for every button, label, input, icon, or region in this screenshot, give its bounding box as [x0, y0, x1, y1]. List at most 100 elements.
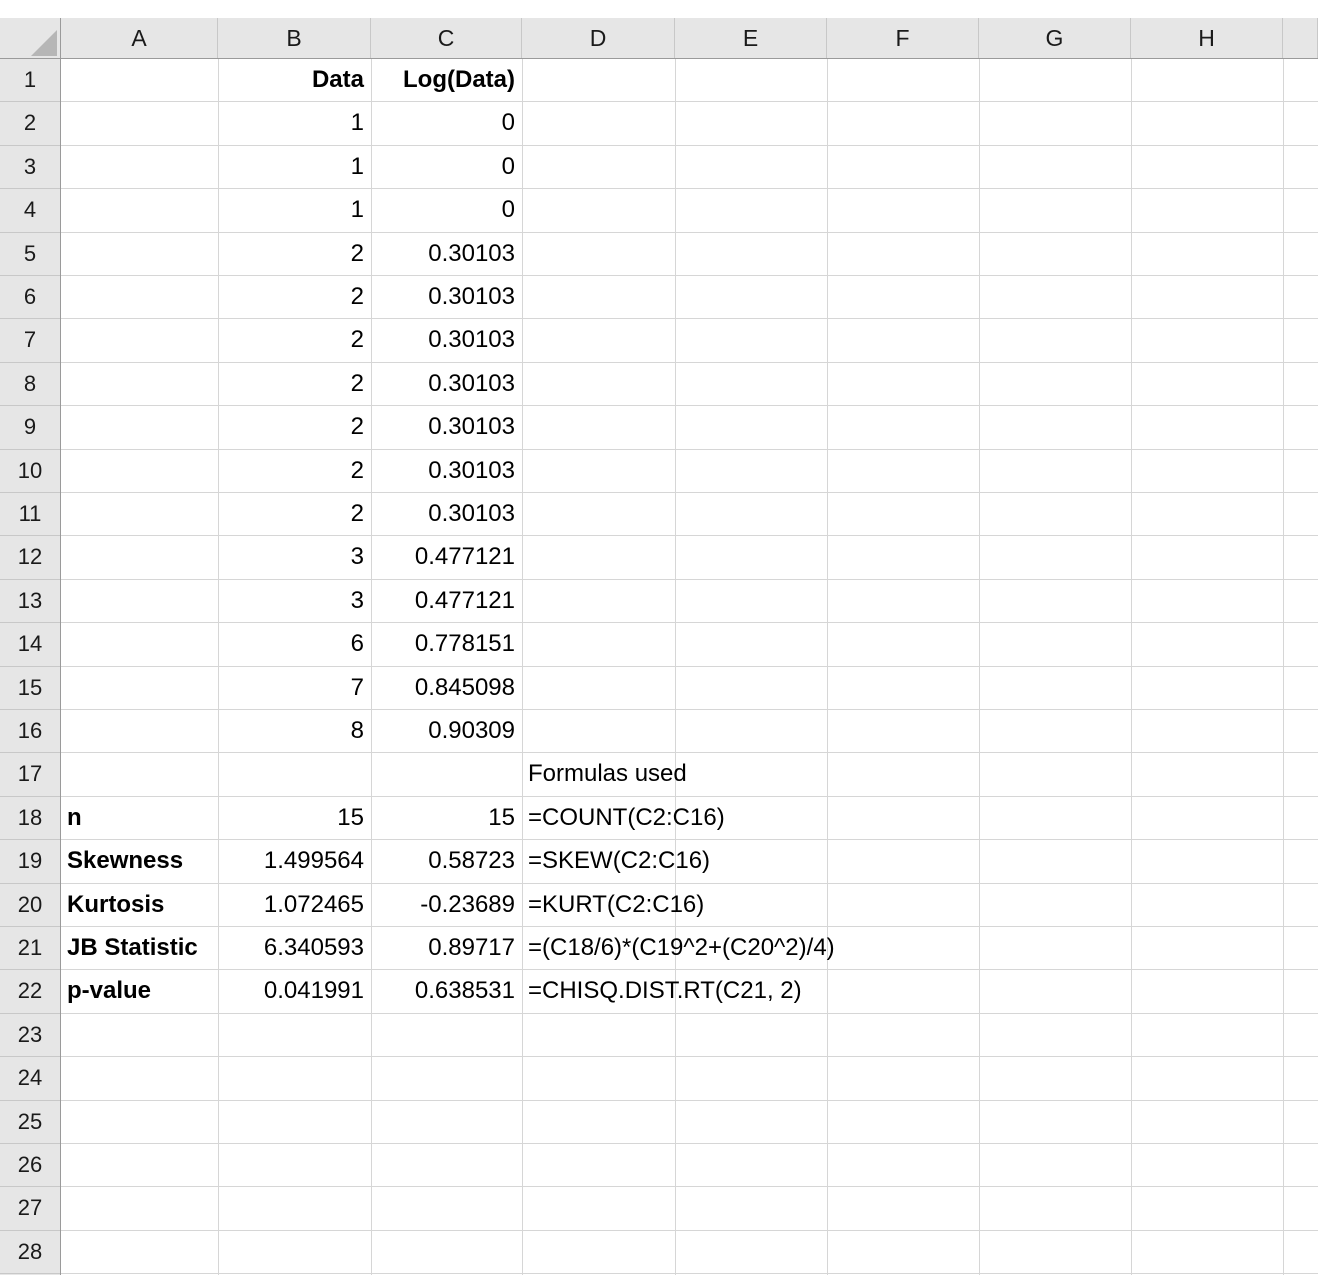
- cell-b11-data[interactable]: 2: [350, 500, 364, 527]
- cell-b5-data[interactable]: 2: [350, 239, 364, 267]
- cell-c10-log[interactable]: 0.30103: [428, 456, 515, 484]
- cell-a22-stat-label[interactable]: p-value: [67, 977, 152, 1005]
- column-header-f[interactable]: F: [827, 18, 979, 58]
- cell-b12-data[interactable]: 3: [350, 543, 364, 571]
- column-header-g[interactable]: G: [979, 18, 1131, 58]
- cell-c20-stat-value[interactable]: -0.23689: [420, 890, 515, 918]
- row-header-21[interactable]: 21: [0, 927, 60, 971]
- cell-a21-stat-label[interactable]: JB Statistic: [67, 934, 198, 961]
- cell-c15-log[interactable]: 0.845098: [414, 673, 515, 701]
- row-header-10[interactable]: 10: [0, 449, 60, 493]
- cell-b16-data[interactable]: 8: [350, 717, 364, 744]
- row-header-23[interactable]: 23: [0, 1013, 60, 1058]
- column-header-d[interactable]: D: [522, 18, 675, 58]
- cell-c19-stat-value[interactable]: 0.58723: [428, 847, 515, 875]
- row-header-28[interactable]: 28: [0, 1230, 60, 1275]
- row-header-6[interactable]: 6: [0, 276, 60, 320]
- cell-b18-stat-value[interactable]: 15: [337, 803, 364, 831]
- cell-b22-stat-value[interactable]: 0.041991: [263, 977, 364, 1005]
- select-all-corner[interactable]: [0, 18, 61, 59]
- row-header-11[interactable]: 11: [0, 493, 60, 537]
- cell-b9-data[interactable]: 2: [350, 413, 364, 441]
- cell-c3-log[interactable]: 0: [501, 152, 515, 180]
- cell-c8-log[interactable]: 0.30103: [428, 369, 515, 397]
- row-header-27[interactable]: 27: [0, 1187, 60, 1231]
- cell-b20-stat-value[interactable]: 1.072465: [263, 890, 364, 918]
- grid-horizontal-line: [61, 1186, 1318, 1188]
- row-header-22[interactable]: 22: [0, 970, 60, 1014]
- cell-c13-log[interactable]: 0.477121: [414, 586, 515, 614]
- cell-c7-log[interactable]: 0.30103: [428, 326, 515, 354]
- cell-b1-data-header[interactable]: Data: [311, 66, 364, 93]
- row-header-12[interactable]: 12: [0, 536, 60, 580]
- row-header-2[interactable]: 2: [0, 102, 60, 146]
- row-header-14[interactable]: 14: [0, 623, 60, 667]
- row-header-18[interactable]: 18: [0, 796, 60, 841]
- cell-c16-log[interactable]: 0.90309: [428, 717, 515, 744]
- row-header-1[interactable]: 1: [0, 59, 60, 103]
- cell-d19-formula[interactable]: =SKEW(C2:C16): [528, 847, 711, 875]
- column-header-partial[interactable]: [1283, 18, 1318, 58]
- row-header-20[interactable]: 20: [0, 883, 60, 927]
- cell-b2-data[interactable]: 1: [350, 109, 364, 137]
- grid-horizontal-line: [61, 318, 1318, 320]
- row-header-17[interactable]: 17: [0, 753, 60, 797]
- grid-horizontal-line: [61, 882, 1318, 884]
- cell-c5-log[interactable]: 0.30103: [428, 239, 515, 267]
- cell-b13-data[interactable]: 3: [350, 586, 364, 614]
- grid-horizontal-line: [61, 144, 1318, 146]
- row-header-13[interactable]: 13: [0, 579, 60, 624]
- cell-d17-formulas-used-header[interactable]: Formulas used: [528, 760, 687, 788]
- row-header-5[interactable]: 5: [0, 232, 60, 276]
- cell-b8-data[interactable]: 2: [350, 369, 364, 397]
- cell-c2-log[interactable]: 0: [501, 109, 515, 137]
- row-header-8[interactable]: 8: [0, 362, 60, 407]
- cell-a20-stat-label[interactable]: Kurtosis: [67, 890, 165, 918]
- cell-a19-stat-label[interactable]: Skewness: [67, 847, 184, 875]
- grid-horizontal-line: [61, 231, 1318, 233]
- cell-c1-log-header[interactable]: Log(Data): [403, 66, 515, 93]
- column-header-c[interactable]: C: [371, 18, 522, 58]
- cell-c12-log[interactable]: 0.477121: [414, 543, 515, 571]
- cell-b14-data[interactable]: 6: [350, 630, 364, 658]
- cell-b19-stat-value[interactable]: 1.499564: [263, 847, 364, 875]
- row-header-24[interactable]: 24: [0, 1057, 60, 1101]
- row-header-9[interactable]: 9: [0, 406, 60, 450]
- column-header-e[interactable]: E: [675, 18, 827, 58]
- row-header-19[interactable]: 19: [0, 840, 60, 884]
- cell-d22-formula[interactable]: =CHISQ.DIST.RT(C21, 2): [528, 977, 802, 1005]
- row-header-25[interactable]: 25: [0, 1100, 60, 1144]
- cell-c18-stat-value[interactable]: 15: [488, 803, 515, 831]
- cell-b21-stat-value[interactable]: 6.340593: [263, 934, 364, 961]
- cell-d20-formula[interactable]: =KURT(C2:C16): [528, 890, 705, 918]
- cell-b4-data[interactable]: 1: [350, 196, 364, 224]
- cell-area[interactable]: Data Log(Data) 1 0 1 0 1 0 2 0.30103 2 0.30103 2 0.30…: [61, 59, 1318, 1275]
- cell-b3-data[interactable]: 1: [350, 152, 364, 180]
- cell-b7-data[interactable]: 2: [350, 326, 364, 354]
- cell-b6-data[interactable]: 2: [350, 283, 364, 310]
- cell-c4-log[interactable]: 0: [501, 196, 515, 224]
- cell-d21-formula[interactable]: =(C18/6)*(C19^2+(C20^2)/4): [528, 934, 835, 961]
- cell-b15-data[interactable]: 7: [350, 673, 364, 701]
- cell-c11-log[interactable]: 0.30103: [428, 500, 515, 527]
- row-header-7[interactable]: 7: [0, 319, 60, 363]
- row-header-15[interactable]: 15: [0, 666, 60, 710]
- cell-d18-formula[interactable]: =COUNT(C2:C16): [528, 803, 725, 831]
- grid-vertical-line: [979, 59, 980, 1275]
- row-header-16[interactable]: 16: [0, 710, 60, 754]
- row-header-3[interactable]: 3: [0, 145, 60, 190]
- column-header-b[interactable]: B: [218, 18, 371, 58]
- grid-vertical-line: [827, 59, 828, 1275]
- row-header-26[interactable]: 26: [0, 1144, 60, 1188]
- row-header-4[interactable]: 4: [0, 189, 60, 233]
- column-header-h[interactable]: H: [1131, 18, 1283, 58]
- cell-a18-stat-label[interactable]: n: [67, 803, 82, 831]
- cell-c9-log[interactable]: 0.30103: [428, 413, 515, 441]
- cell-c6-log[interactable]: 0.30103: [428, 283, 515, 310]
- cell-b10-data[interactable]: 2: [350, 456, 364, 484]
- column-header-a[interactable]: A: [61, 18, 218, 58]
- cell-c14-log[interactable]: 0.778151: [414, 630, 515, 658]
- cell-c21-stat-value[interactable]: 0.89717: [428, 934, 515, 961]
- cell-c22-stat-value[interactable]: 0.638531: [414, 977, 515, 1005]
